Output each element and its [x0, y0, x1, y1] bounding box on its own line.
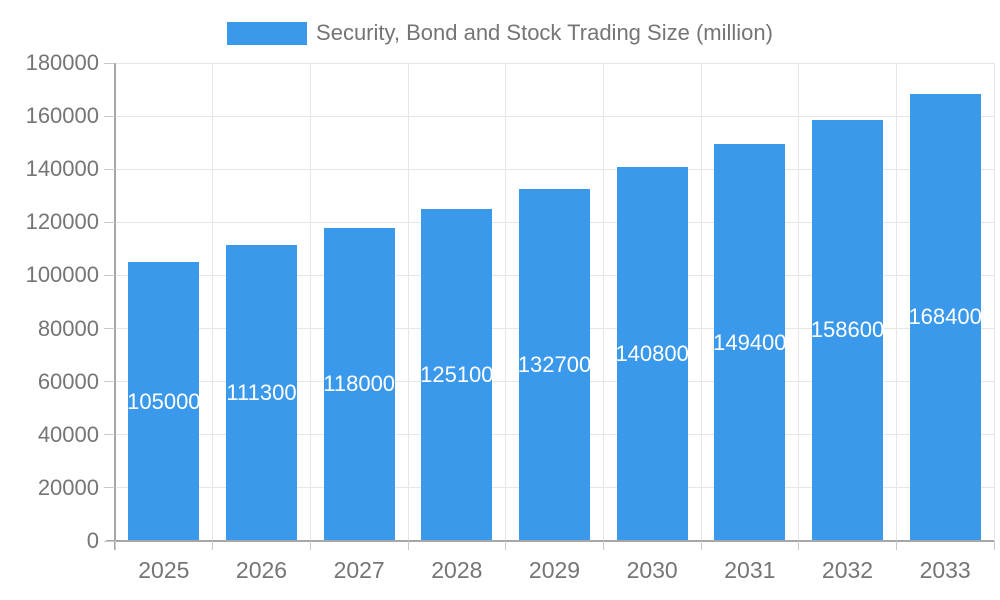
x-axis-label: 2027 [333, 557, 385, 583]
y-axis-label: 60000 [37, 368, 99, 394]
x-tick [114, 541, 116, 550]
bar[interactable] [714, 144, 786, 541]
x-tick [505, 541, 507, 550]
y-tick [104, 381, 115, 383]
y-tick [104, 487, 115, 489]
y-axis-label: 80000 [37, 315, 99, 341]
bar[interactable] [128, 262, 200, 541]
y-grid-line [115, 115, 994, 117]
bar[interactable] [909, 93, 981, 541]
y-axis-label: 140000 [25, 156, 99, 182]
x-tick [212, 541, 214, 550]
bar[interactable] [323, 227, 395, 541]
y-tick [104, 540, 115, 542]
bar[interactable] [421, 208, 493, 541]
x-tick [602, 541, 604, 550]
y-axis-label: 120000 [25, 209, 99, 235]
x-axis-label: 2033 [919, 557, 971, 583]
x-grid-line [212, 63, 214, 541]
y-axis-label: 40000 [37, 421, 99, 447]
y-tick [104, 434, 115, 436]
y-tick [104, 274, 115, 276]
x-grid-line [993, 63, 995, 541]
x-grid-line [602, 63, 604, 541]
y-axis-label: 0 [86, 528, 99, 553]
y-axis-label: 100000 [25, 262, 99, 288]
x-grid-line [407, 63, 409, 541]
x-tick [309, 541, 311, 550]
x-grid-line [505, 63, 507, 541]
legend-swatch-icon[interactable] [227, 21, 308, 45]
y-tick [104, 328, 115, 330]
x-tick [407, 541, 409, 550]
x-axis-label: 2028 [431, 557, 483, 583]
x-grid-line [700, 63, 702, 541]
x-axis-label: 2026 [235, 557, 288, 583]
x-axis-label: 2031 [724, 557, 776, 583]
x-axis-label: 2030 [626, 557, 678, 583]
y-tick [104, 168, 115, 170]
legend[interactable]: Security, Bond and Stock Trading Size (m… [0, 20, 1000, 46]
legend-label[interactable]: Security, Bond and Stock Trading Size (m… [316, 20, 773, 45]
x-tick [895, 541, 897, 550]
x-tick [798, 541, 800, 550]
y-grid-line [115, 168, 994, 170]
x-grid-line [798, 63, 800, 541]
y-tick [104, 62, 115, 64]
y-tick [104, 221, 115, 223]
x-grid-line [895, 63, 897, 541]
bar[interactable] [616, 167, 688, 541]
plot-area: 105000 111300 118000 125100 132700 140800 1494… [115, 62, 995, 541]
x-tick [993, 541, 995, 550]
y-axis-label: 160000 [25, 103, 99, 129]
y-axis-line [114, 63, 116, 550]
bar[interactable] [226, 245, 297, 541]
x-axis-label: 2025 [138, 557, 190, 583]
y-axis-label: 20000 [37, 474, 99, 500]
y-grid-line [115, 62, 994, 64]
bar[interactable] [519, 188, 590, 541]
bar[interactable] [812, 119, 883, 541]
y-axis-label: 180000 [25, 50, 99, 75]
x-axis-label: 2029 [528, 557, 581, 583]
x-axis-label: 2032 [821, 557, 874, 583]
x-axis-line [106, 540, 994, 542]
x-grid-line [309, 63, 311, 541]
y-tick [104, 115, 115, 117]
x-tick [700, 541, 702, 550]
